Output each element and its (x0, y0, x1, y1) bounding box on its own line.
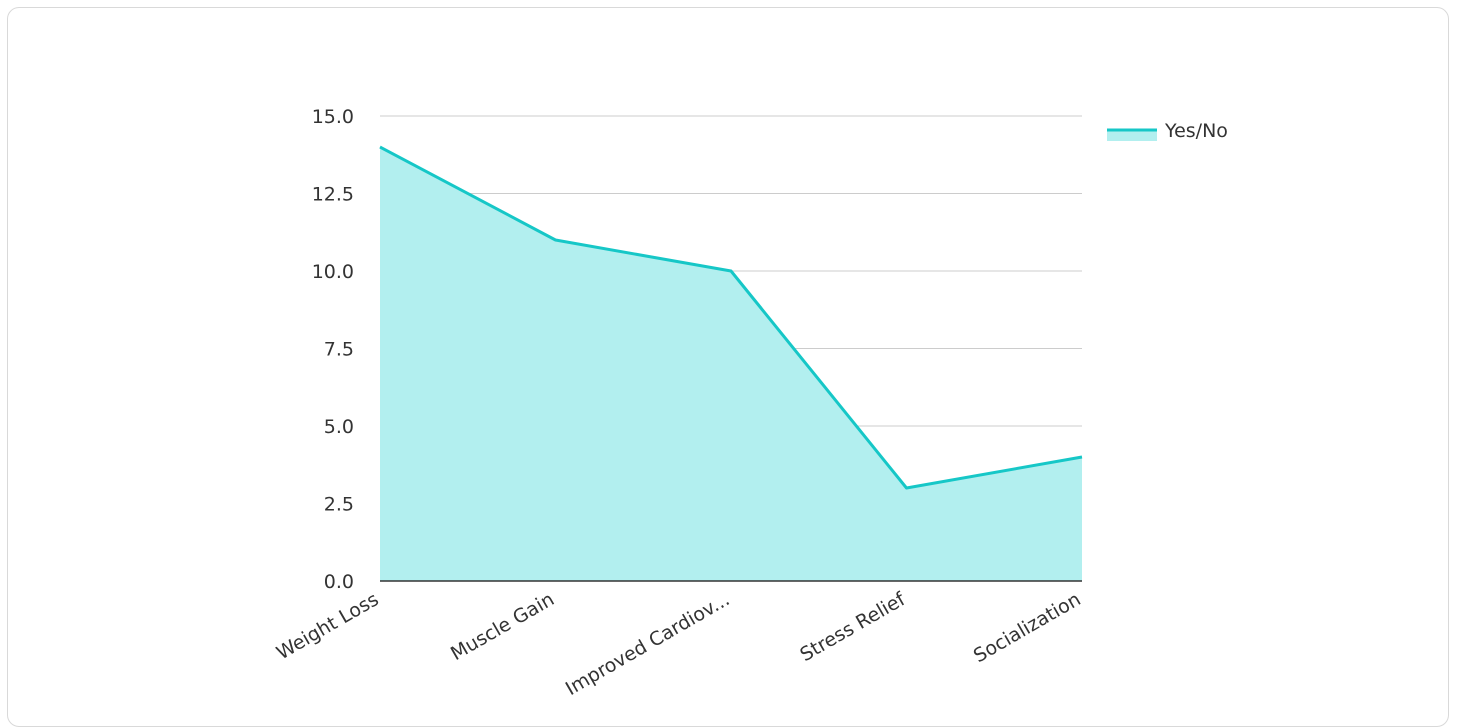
y-tick-label: 7.5 (324, 339, 354, 361)
y-tick-label: 2.5 (324, 494, 354, 516)
series-line (379, 145, 1083, 490)
x-tick-label: Weight Loss (273, 588, 383, 664)
data-point[interactable] (727, 267, 735, 275)
legend-swatch-fill (1107, 130, 1157, 141)
area-chart: 0.0 2.5 5.0 7.5 10.0 12.5 15.0 Weight Loss Musc… (273, 106, 1228, 700)
x-tick-label: Muscle Gain (447, 588, 558, 665)
x-tick-labels: Weight Loss Muscle Gain Improved Cardiov..… (273, 588, 1085, 700)
series-area-fill (380, 147, 1082, 581)
y-tick-label: 0.0 (324, 571, 354, 593)
data-point[interactable] (1078, 453, 1086, 461)
y-tick-label: 12.5 (312, 184, 354, 206)
data-point[interactable] (903, 484, 911, 492)
y-tick-label: 5.0 (324, 416, 354, 438)
y-tick-label: 15.0 (312, 106, 354, 128)
y-tick-label: 10.0 (312, 261, 354, 283)
area-layer (376, 143, 1086, 581)
y-tick-labels: 0.0 2.5 5.0 7.5 10.0 12.5 15.0 (312, 106, 354, 593)
x-tick-label: Stress Relief (796, 588, 910, 666)
x-tick-label: Socialization (970, 588, 1085, 667)
legend-label: Yes/No (1164, 120, 1228, 142)
data-point[interactable] (376, 143, 384, 151)
legend: Yes/No (1107, 120, 1228, 142)
data-point[interactable] (552, 236, 560, 244)
x-tick-label: Improved Cardiov... (562, 588, 734, 700)
